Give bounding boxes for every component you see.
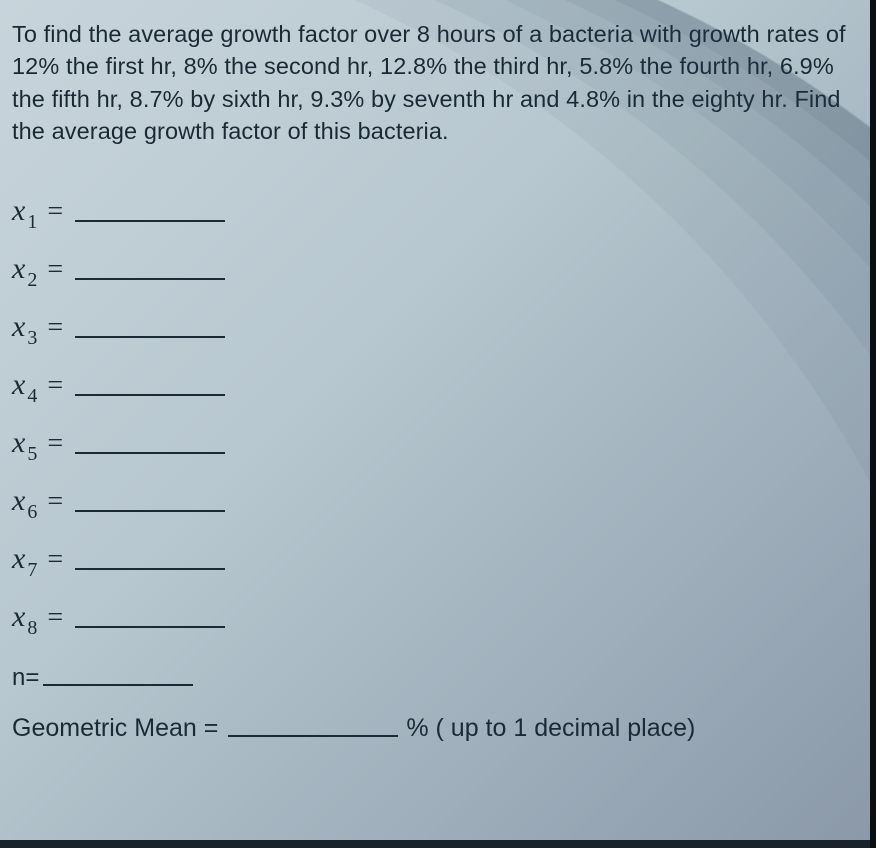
equals-sign: = xyxy=(47,486,63,518)
blank-input-x8[interactable] xyxy=(75,626,225,628)
equals-sign: = xyxy=(47,544,63,576)
n-label: n= xyxy=(12,664,39,692)
variable-x4: x4 xyxy=(12,368,37,402)
geometric-mean-label: Geometric Mean = xyxy=(12,714,218,743)
blank-input-gm[interactable] xyxy=(228,735,398,737)
blank-input-x5[interactable] xyxy=(75,452,225,454)
blank-input-n[interactable] xyxy=(43,684,193,686)
variable-x6: x6 xyxy=(12,484,37,518)
variable-x3: x3 xyxy=(12,310,37,344)
variable-x5: x5 xyxy=(12,426,37,460)
equals-sign: = xyxy=(47,370,63,402)
variable-row: x8 = xyxy=(12,582,852,634)
problem-text: To find the average growth factor over 8… xyxy=(12,18,852,148)
blank-input-x2[interactable] xyxy=(75,278,225,280)
equals-sign: = xyxy=(47,196,63,228)
variable-row: x3 = xyxy=(12,292,852,344)
blank-input-x6[interactable] xyxy=(75,510,225,512)
blank-input-x3[interactable] xyxy=(75,336,225,338)
equals-sign: = xyxy=(47,602,63,634)
variable-x8: x8 xyxy=(12,600,37,634)
variable-row: x7 = xyxy=(12,524,852,576)
variable-row: x4 = xyxy=(12,350,852,402)
equals-sign: = xyxy=(47,312,63,344)
variable-x2: x2 xyxy=(12,252,37,286)
n-row: n= xyxy=(12,644,852,692)
variable-x1: x1 xyxy=(12,194,37,228)
variable-row: x1 = xyxy=(12,176,852,228)
variable-row: x5 = xyxy=(12,408,852,460)
variable-row: x6 = xyxy=(12,466,852,518)
blank-input-x1[interactable] xyxy=(75,220,225,222)
blank-input-x4[interactable] xyxy=(75,394,225,396)
geometric-mean-row: Geometric Mean = % ( up to 1 decimal pla… xyxy=(12,714,852,743)
blank-input-x7[interactable] xyxy=(75,568,225,570)
equals-sign: = xyxy=(47,428,63,460)
variable-rows: x1 = x2 = x3 = x4 = x5 = x6 = x7 = x8 = xyxy=(12,176,852,634)
variable-x7: x7 xyxy=(12,542,37,576)
equals-sign: = xyxy=(47,254,63,286)
variable-row: x2 = xyxy=(12,234,852,286)
screen-bottom-edge xyxy=(0,840,876,848)
geometric-mean-suffix: % ( up to 1 decimal place) xyxy=(406,714,695,743)
